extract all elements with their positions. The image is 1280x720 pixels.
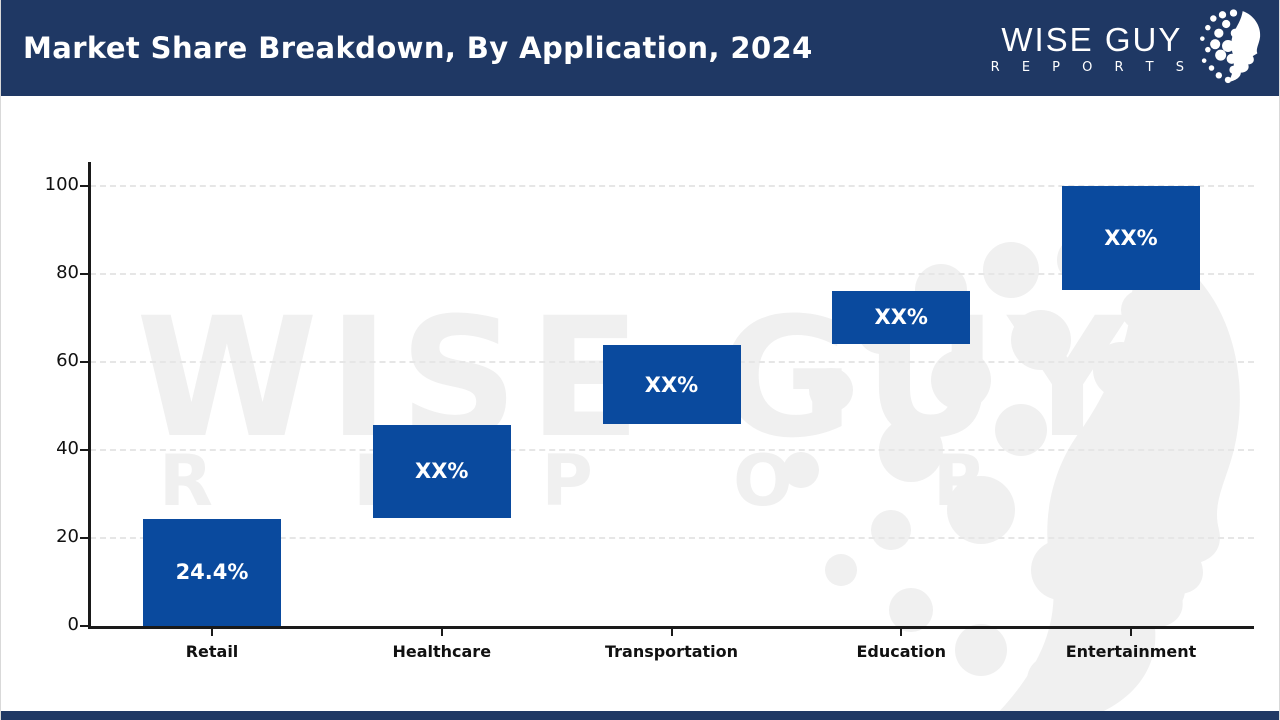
y-tick [80,185,90,188]
gridline [90,273,1254,275]
bar-value-label: XX% [415,459,469,484]
bar-education: XX% [832,290,971,344]
bar-value-label: 24.4% [175,560,249,585]
footer-bar [1,711,1279,720]
page-title: Market Share Breakdown, By Application, … [23,31,813,65]
y-tick [80,449,90,452]
gridline [90,449,1254,451]
category-label: Transportation [604,642,739,661]
gridline [90,537,1254,539]
x-tick [440,628,443,636]
bar-entertainment: XX% [1062,186,1200,290]
bar-value-label: XX% [1104,225,1158,250]
y-tick-label: 20 [56,526,79,547]
logo-wordmark: WISE GUY [1001,20,1183,58]
x-tick [1130,628,1132,636]
x-tick [900,628,903,636]
y-tick-label: 80 [56,262,79,283]
y-tick-label: 0 [67,614,79,635]
wiseguy-face-icon [1195,7,1261,89]
y-tick [80,273,90,276]
y-tick-label: 100 [44,174,79,195]
wiseguy-logo-text: WISE GUY R E P O R T S [991,23,1193,74]
bar-value-label: XX% [644,372,699,397]
x-tick [211,628,213,636]
y-tick-label: 40 [56,438,79,459]
x-tick [670,628,673,636]
y-tick [80,361,90,364]
category-label: Entertainment [1065,642,1197,661]
header-bar: Market Share Breakdown, By Application, … [1,0,1279,96]
logo-subtitle: R E P O R T S [990,59,1193,75]
gridline [90,185,1254,187]
bar-value-label: XX% [874,305,928,330]
category-label: Healthcare [392,642,492,661]
bar-transportation: XX% [602,345,741,425]
bar-healthcare: XX% [372,424,511,518]
bar-retail: 24.4% [143,518,281,626]
category-label: Retail [185,642,239,661]
x-axis [88,626,1254,629]
y-axis [88,162,91,628]
wiseguy-logo: WISE GUY R E P O R T S [991,7,1261,89]
y-tick [80,537,90,540]
y-tick [80,625,90,628]
category-label: Education [856,642,947,661]
y-tick-label: 60 [56,350,79,371]
